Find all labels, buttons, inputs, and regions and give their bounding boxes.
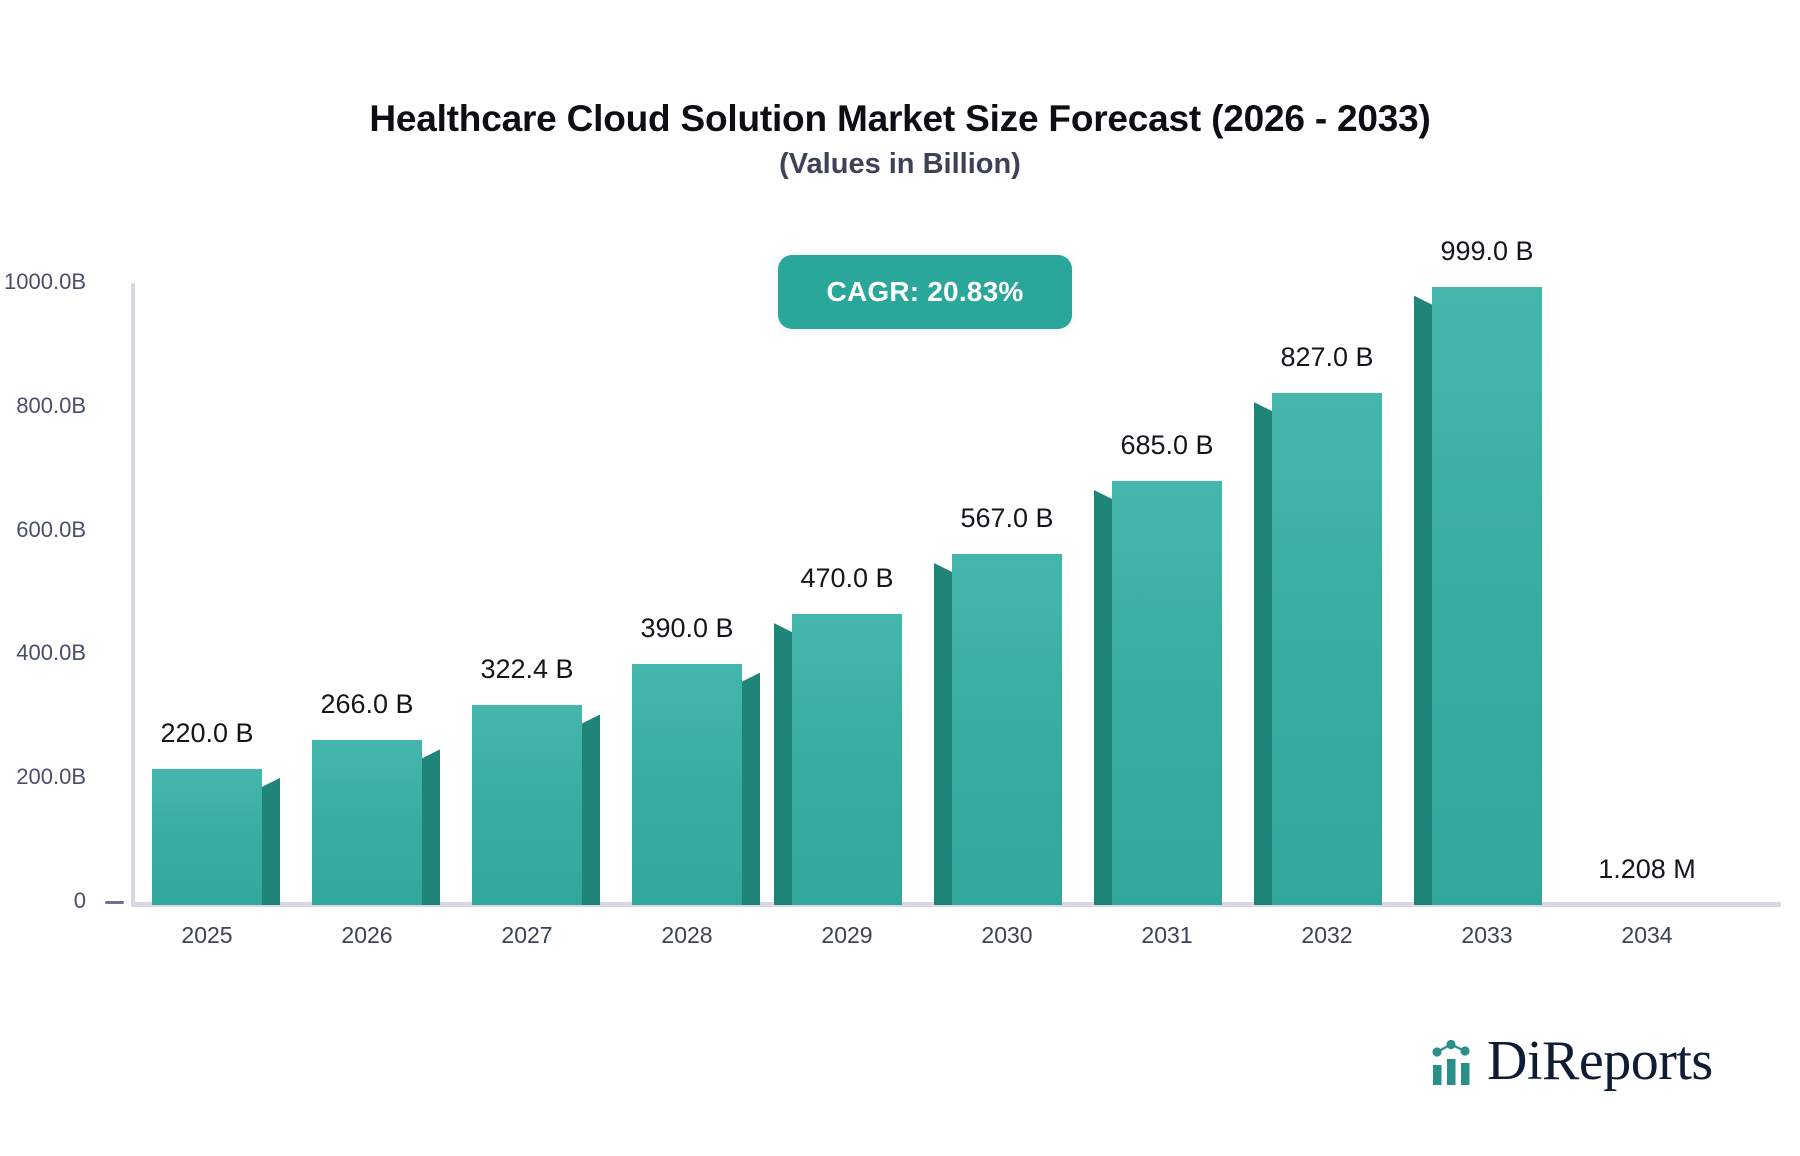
bar-2030[interactable] (934, 554, 1062, 905)
bar-front-face (952, 554, 1062, 905)
bar-side-face (1254, 402, 1272, 905)
bar-side-face (1094, 490, 1112, 905)
bar-side-face (422, 749, 440, 905)
bar-value-label-2031: 685.0 B (1120, 429, 1214, 460)
x-axis-label-2032: 2032 (1301, 922, 1353, 948)
x-axis-label-2025: 2025 (181, 922, 233, 948)
bar-2033[interactable] (1414, 286, 1542, 905)
bar-side-face (774, 623, 792, 905)
chart-subtitle: (Values in Billion) (779, 148, 1021, 180)
x-axis-label-2029: 2029 (821, 922, 873, 948)
bar-front-face (1272, 393, 1382, 905)
y-axis-tick-400: 400.0B (16, 640, 86, 666)
y-axis-line (131, 283, 135, 905)
y-axis-tick-0: 0 (73, 888, 86, 913)
bar-2031[interactable] (1094, 481, 1222, 905)
bar-side-face (934, 563, 952, 905)
cagr-badge: CAGR: 20.83% (778, 255, 1072, 329)
bar-2027[interactable] (472, 705, 600, 905)
y-axis-tick-1000: 1000.0B (4, 269, 86, 294)
bar-2032[interactable] (1254, 393, 1382, 905)
x-axis-label-2027: 2027 (501, 922, 553, 948)
bar-value-label-2034: 1.208 M (1598, 854, 1696, 884)
bar-front-face (1432, 286, 1542, 905)
x-axis-label-2033: 2033 (1461, 922, 1513, 948)
bar-2029[interactable] (774, 614, 902, 905)
bar-side-face (742, 672, 760, 905)
logo-wordmark: DiReports (1487, 1030, 1713, 1092)
bar-chart-logo-icon (1430, 1038, 1478, 1086)
bar-side-face (582, 714, 600, 905)
bar-2026[interactable] (312, 740, 440, 905)
bar-side-face (262, 777, 280, 905)
x-axis-label-2034: 2034 (1621, 922, 1673, 948)
y-axis-tick-200: 200.0B (16, 764, 86, 790)
bar-value-label-2030: 567.0 B (960, 503, 1054, 534)
x-axis-label-2030: 2030 (981, 922, 1033, 948)
y-axis-tick-600: 600.0B (16, 516, 86, 542)
bar-value-label-2032: 827.0 B (1280, 342, 1374, 373)
bar-value-label-2028: 390.0 B (640, 612, 734, 643)
bar-value-label-2029: 470.0 B (800, 563, 894, 594)
bar-front-face (312, 740, 422, 905)
bar-2025[interactable] (152, 768, 280, 905)
bar-2028[interactable] (632, 663, 760, 905)
page-title: Healthcare Cloud Solution Market Size Fo… (369, 98, 1431, 139)
direports-logo: DiReports (1430, 1030, 1713, 1092)
bar-front-face (632, 663, 742, 905)
bar-value-label-2033: 999.0 B (1440, 235, 1534, 266)
x-axis-label-2028: 2028 (661, 922, 713, 948)
bar-side-face (1414, 295, 1432, 905)
y-axis-zero-tick-mark (105, 901, 124, 904)
bar-front-face (1112, 481, 1222, 905)
bar-value-label-2026: 266.0 B (320, 689, 414, 720)
bar-value-label-2025: 220.0 B (160, 717, 254, 748)
bar-value-label-2027: 322.4 B (480, 654, 574, 685)
bar-front-face (472, 705, 582, 905)
bar-front-face (152, 768, 262, 905)
x-axis-label-2031: 2031 (1141, 922, 1193, 948)
x-axis-label-2026: 2026 (341, 922, 393, 948)
cagr-badge-label: CAGR: 20.83% (826, 276, 1024, 307)
bar-front-face (792, 614, 902, 905)
y-axis-tick-800: 800.0B (16, 392, 86, 418)
